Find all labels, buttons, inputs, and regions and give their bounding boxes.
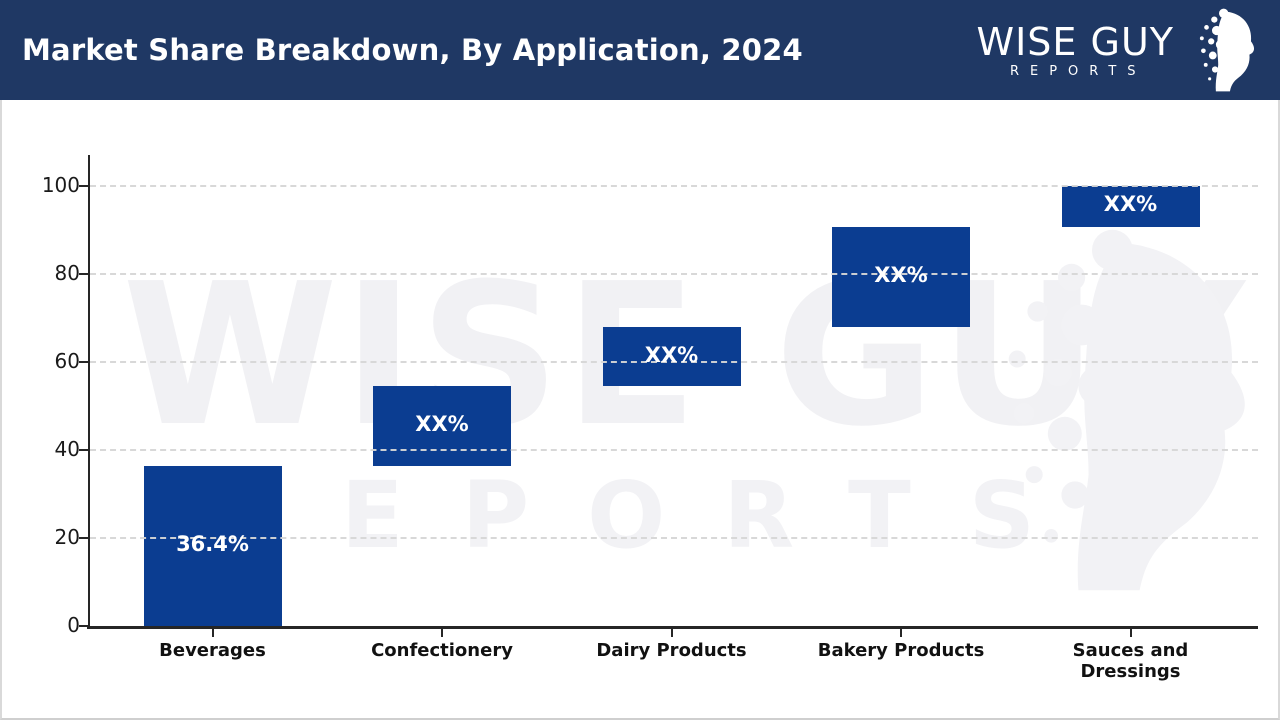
- plot: 0 20 40 60 80 100 36.4% Beverages XX% Confectione…: [2, 100, 1278, 716]
- gridline-20: [90, 537, 1258, 539]
- category-label-beverages: Beverages: [159, 640, 266, 661]
- x-axis-line: [87, 626, 1258, 629]
- y-tick-mark: [79, 361, 88, 363]
- gridline-40: [90, 449, 1258, 451]
- bar-value-label-dairy-products: XX%: [644, 342, 699, 367]
- category-label-bakery-products: Bakery Products: [817, 640, 985, 661]
- bar-value-label-bakery-products: XX%: [874, 262, 928, 287]
- category-label-sauces-and-dressings: Sauces and Dressings: [1072, 640, 1189, 683]
- chart-area: WISE GUY REPORTS 0 20 40 60 80 100 36.4% Bevera…: [2, 100, 1278, 716]
- bar-confectionery: [373, 386, 511, 466]
- x-tick-mark-sauces-and-dressings: [1129, 629, 1132, 637]
- bar-value-label-beverages: 36.4%: [176, 531, 249, 556]
- category-label-confectionery: Confectionery: [371, 640, 513, 661]
- logo-subtext: REPORTS: [1009, 63, 1147, 79]
- gridline-60: [90, 361, 1258, 363]
- logo-word: WISE GUY: [976, 19, 1174, 64]
- bar-value-label-sauces-and-dressings: XX%: [1103, 192, 1158, 217]
- y-tick-mark: [79, 537, 88, 539]
- gridline-80: [90, 273, 1258, 275]
- logo-face-icon: [1199, 8, 1255, 92]
- y-tick-label-60: 60: [54, 349, 80, 373]
- category-label-dairy-products: Dairy Products: [596, 640, 747, 661]
- bar-dairy-products: [602, 326, 741, 387]
- x-tick-mark-bakery-products: [900, 629, 902, 637]
- y-tick-mark: [79, 273, 88, 275]
- y-tick-mark: [79, 185, 88, 187]
- chart-header: Market Share Breakdown, By Application, …: [0, 0, 1280, 100]
- y-axis-line: [88, 155, 90, 628]
- y-tick-mark: [79, 449, 88, 451]
- chart-title: Market Share Breakdown, By Application, …: [22, 33, 803, 67]
- y-tick-label-20: 20: [54, 525, 80, 549]
- y-tick-label-100: 100: [41, 173, 80, 197]
- bar-value-label-confectionery: XX%: [415, 412, 469, 437]
- x-tick-mark-beverages: [211, 629, 214, 637]
- brand-logo: WISE GUY REPORTS: [977, 7, 1258, 93]
- y-tick-label-0: 0: [67, 613, 80, 637]
- x-tick-mark-confectionery: [441, 629, 443, 637]
- bar-sauces-and-dressings: [1061, 186, 1200, 227]
- bar-beverages: [143, 465, 282, 626]
- y-tick-mark: [79, 625, 88, 627]
- x-tick-mark-dairy-products: [670, 629, 673, 637]
- bar-bakery-products: [832, 226, 970, 327]
- y-tick-label-40: 40: [54, 437, 80, 461]
- y-tick-label-80: 80: [54, 261, 80, 285]
- gridline-100: [90, 185, 1258, 187]
- logo-wordmark: WISE GUY REPORTS: [977, 23, 1174, 78]
